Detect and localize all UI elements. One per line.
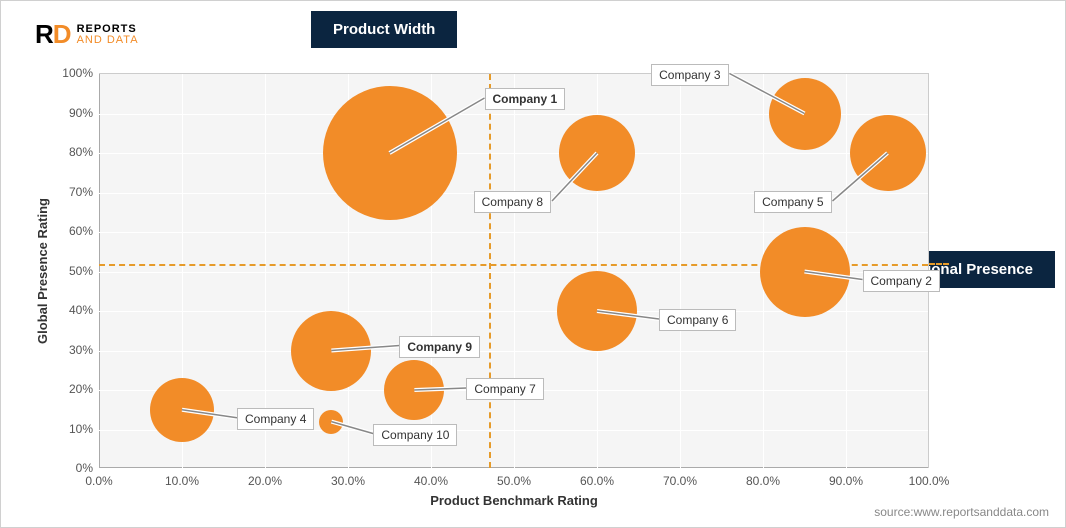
y-tick: 50% [57,264,93,278]
y-tick: 40% [57,303,93,317]
bubble-label-c3: Company 3 [651,64,728,86]
y-axis-title: Global Presence Rating [35,198,50,344]
bubble-label-c8: Company 8 [474,191,551,213]
y-tick: 20% [57,382,93,396]
x-tick: 50.0% [497,474,531,488]
x-axis-title: Product Benchmark Rating [430,493,598,508]
bubble-c8 [559,115,635,191]
bubble-c5 [850,115,926,191]
source-attribution: source:www.reportsanddata.com [874,505,1049,519]
x-tick: 40.0% [414,474,448,488]
chart-container: RD REPORTS AND DATA Product Width Region… [0,0,1066,528]
bubble-label-c1: Company 1 [485,88,566,110]
bubble-c2 [760,227,850,317]
bubble-c7 [384,360,444,420]
bubble-c9 [291,311,371,391]
x-tick: 30.0% [331,474,365,488]
quadrant-label-top: Product Width [311,11,457,48]
x-tick: 60.0% [580,474,614,488]
bubble-c4 [150,378,214,442]
bubble-c3 [769,78,841,150]
plot-area: Company 1Company 2Company 3Company 4Comp… [99,73,929,468]
y-tick: 70% [57,185,93,199]
bubble-label-c2: Company 2 [863,270,940,292]
bubble-label-c5: Company 5 [754,191,831,213]
logo-line2: AND DATA [77,35,139,46]
y-tick: 0% [57,461,93,475]
bubble-c1 [323,86,457,220]
logo-mark: RD [35,19,71,50]
x-tick: 80.0% [746,474,780,488]
bubble-c10 [319,410,343,434]
bubble-label-c7: Company 7 [466,378,543,400]
x-tick: 20.0% [248,474,282,488]
y-tick: 30% [57,343,93,357]
logo-line1: REPORTS [77,24,139,35]
logo-text: REPORTS AND DATA [77,24,139,46]
y-tick: 100% [57,66,93,80]
y-tick: 60% [57,224,93,238]
bubble-c6 [557,271,637,351]
reference-line-vertical [489,74,491,468]
logo: RD REPORTS AND DATA [35,19,139,50]
x-tick: 90.0% [829,474,863,488]
x-tick: 70.0% [663,474,697,488]
bubble-label-c4: Company 4 [237,408,314,430]
x-tick: 100.0% [909,474,950,488]
y-tick: 80% [57,145,93,159]
x-tick: 0.0% [85,474,112,488]
bubble-label-c10: Company 10 [373,424,457,446]
bubble-label-c6: Company 6 [659,309,736,331]
bubble-label-c9: Company 9 [399,336,480,358]
y-tick: 90% [57,106,93,120]
y-tick: 10% [57,422,93,436]
x-tick: 10.0% [165,474,199,488]
